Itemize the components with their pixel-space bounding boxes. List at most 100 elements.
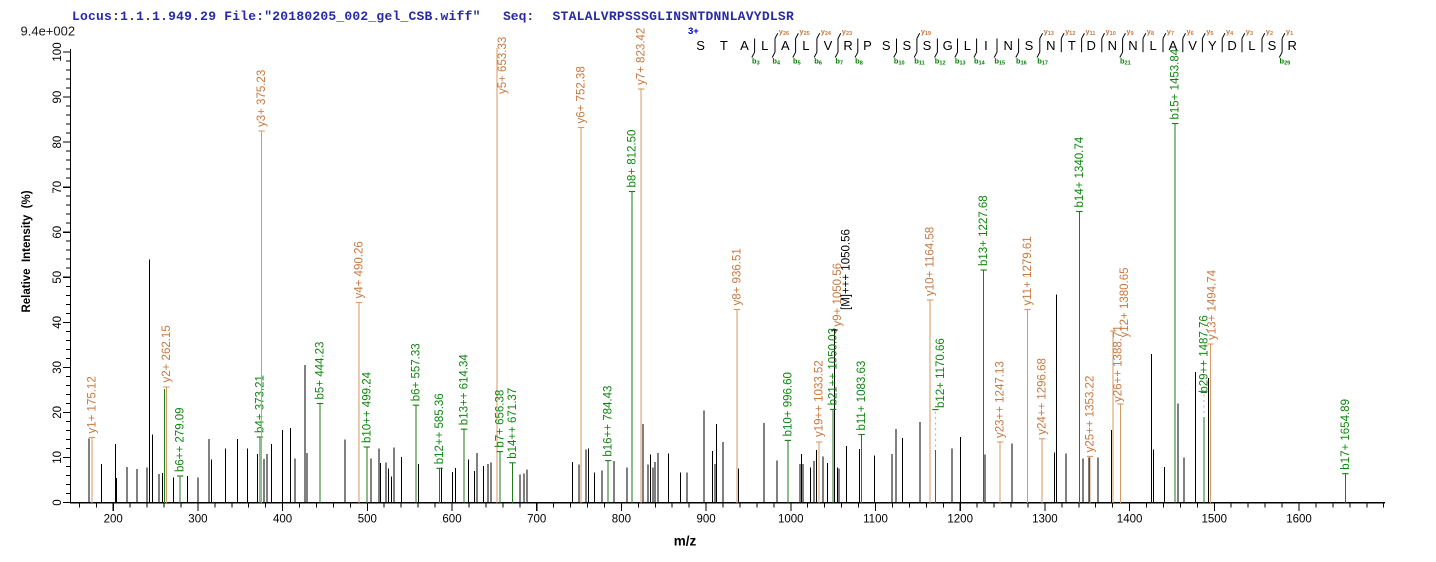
- svg-text:b7: b7: [835, 57, 843, 67]
- svg-text:V: V: [1188, 38, 1197, 53]
- svg-text:9.4e+002: 9.4e+002: [21, 24, 76, 39]
- svg-text:1100: 1100: [863, 514, 888, 526]
- svg-text:y6+ 752.38: y6+ 752.38: [576, 66, 588, 123]
- svg-text:y24: y24: [821, 27, 832, 37]
- svg-text:b8: b8: [855, 57, 863, 67]
- svg-text:b11: b11: [914, 57, 924, 67]
- svg-text:y8: y8: [1147, 27, 1154, 37]
- svg-text:b10+ 996.60: b10+ 996.60: [782, 372, 794, 436]
- svg-text:40: 40: [52, 316, 64, 329]
- svg-text:P: P: [863, 38, 872, 53]
- svg-text:y2+ 262.15: y2+ 262.15: [161, 325, 173, 382]
- svg-text:b10++ 499.24: b10++ 499.24: [361, 371, 373, 443]
- svg-text:y3: y3: [1246, 27, 1253, 37]
- svg-text:L: L: [1149, 38, 1156, 53]
- svg-text:y4+ 490.26: y4+ 490.26: [354, 241, 366, 298]
- svg-text:1400: 1400: [1117, 514, 1143, 526]
- svg-text:L: L: [964, 38, 971, 53]
- svg-text:S: S: [902, 38, 911, 53]
- svg-text:10: 10: [52, 451, 64, 464]
- svg-text:L: L: [802, 38, 809, 53]
- svg-text:y4: y4: [1226, 27, 1234, 37]
- svg-text:b4+ 373.21: b4+ 373.21: [254, 375, 266, 433]
- svg-text:200: 200: [104, 514, 123, 526]
- svg-text:G: G: [943, 38, 953, 53]
- svg-text:T: T: [720, 38, 728, 53]
- svg-text:Relative Intensity (%): Relative Intensity (%): [21, 190, 33, 312]
- svg-text:b15+ 1453.84: b15+ 1453.84: [1170, 48, 1182, 119]
- svg-text:y5: y5: [1206, 27, 1213, 37]
- svg-text:N: N: [1128, 38, 1137, 53]
- svg-text:y23++ 1247.13: y23++ 1247.13: [995, 361, 1007, 438]
- svg-text:y9: y9: [1126, 27, 1133, 37]
- svg-text:b13++ 614.34: b13++ 614.34: [459, 354, 471, 426]
- svg-text:y3+ 375.23: y3+ 375.23: [256, 70, 268, 127]
- svg-text:m/z: m/z: [674, 534, 697, 549]
- svg-text:y9+ 1050.56: y9+ 1050.56: [832, 263, 844, 327]
- svg-text:y11+ 1279.61: y11+ 1279.61: [1022, 236, 1034, 305]
- svg-text:A: A: [740, 38, 749, 53]
- svg-text:S: S: [923, 38, 932, 53]
- svg-text:S: S: [1268, 38, 1277, 53]
- svg-text:y10+ 1164.58: y10+ 1164.58: [925, 227, 937, 296]
- svg-text:100: 100: [52, 42, 64, 61]
- svg-text:y8+ 936.51: y8+ 936.51: [732, 248, 744, 305]
- svg-text:b7+ 656.38: b7+ 656.38: [494, 390, 506, 448]
- svg-text:70: 70: [52, 181, 64, 194]
- svg-text:1500: 1500: [1202, 514, 1228, 526]
- svg-text:y24++ 1296.68: y24++ 1296.68: [1037, 358, 1049, 435]
- svg-text:y25: y25: [799, 27, 809, 37]
- svg-text:b17: b17: [1037, 57, 1048, 67]
- svg-text:60: 60: [52, 226, 64, 239]
- svg-text:Seq:: Seq:: [503, 9, 534, 24]
- svg-text:Locus:1.1.1.949.29 File:"20180: Locus:1.1.1.949.29 File:"20180205_002_ge…: [72, 9, 481, 24]
- svg-text:600: 600: [442, 514, 461, 526]
- svg-text:b14: b14: [974, 57, 986, 67]
- svg-text:50: 50: [52, 271, 64, 284]
- svg-text:b13+ 1227.68: b13+ 1227.68: [978, 195, 990, 266]
- svg-text:D: D: [1087, 38, 1096, 53]
- svg-text:y25++ 1353.22: y25++ 1353.22: [1085, 376, 1097, 453]
- svg-text:V: V: [824, 38, 833, 53]
- svg-text:S: S: [882, 38, 891, 53]
- svg-text:Y: Y: [1208, 38, 1217, 53]
- svg-text:A: A: [781, 38, 790, 53]
- svg-text:y6: y6: [1187, 27, 1194, 37]
- svg-text:A: A: [1169, 38, 1178, 53]
- svg-text:y19++ 1033.52: y19++ 1033.52: [814, 360, 826, 437]
- svg-text:20: 20: [52, 406, 64, 419]
- svg-text:1000: 1000: [778, 514, 804, 526]
- svg-text:b6+ 557.33: b6+ 557.33: [410, 343, 422, 401]
- svg-text:b5: b5: [793, 57, 801, 67]
- svg-text:30: 30: [52, 361, 64, 374]
- svg-text:y7+ 823.42: y7+ 823.42: [636, 28, 648, 85]
- svg-text:b16++ 784.43: b16++ 784.43: [603, 386, 615, 457]
- svg-text:y26: y26: [779, 27, 789, 37]
- svg-text:y10: y10: [1106, 27, 1116, 37]
- svg-text:b14++ 671.37: b14++ 671.37: [507, 388, 519, 459]
- svg-text:y13: y13: [1044, 27, 1054, 37]
- svg-text:b4: b4: [772, 57, 781, 67]
- svg-text:y12: y12: [1065, 27, 1075, 37]
- svg-text:b14+ 1340.74: b14+ 1340.74: [1074, 136, 1086, 207]
- svg-text:800: 800: [612, 514, 631, 526]
- svg-text:b11+ 1083.63: b11+ 1083.63: [856, 361, 868, 431]
- svg-text:y2: y2: [1266, 27, 1273, 37]
- svg-text:b6: b6: [814, 57, 822, 67]
- svg-text:b29: b29: [1280, 57, 1291, 67]
- svg-text:b8+ 812.50: b8+ 812.50: [627, 130, 639, 188]
- svg-text:b12: b12: [935, 57, 946, 67]
- svg-text:90: 90: [52, 91, 64, 104]
- svg-text:R: R: [1288, 38, 1297, 53]
- svg-text:80: 80: [52, 136, 64, 149]
- svg-text:y19: y19: [921, 27, 931, 37]
- svg-text:0: 0: [52, 499, 64, 505]
- svg-text:D: D: [1227, 38, 1236, 53]
- svg-text:b13: b13: [955, 57, 966, 67]
- svg-text:S: S: [696, 38, 705, 53]
- svg-text:y11: y11: [1085, 27, 1095, 37]
- svg-text:L: L: [1248, 38, 1255, 53]
- svg-text:900: 900: [697, 514, 716, 526]
- svg-text:1300: 1300: [1032, 514, 1058, 526]
- svg-text:N: N: [1108, 38, 1117, 53]
